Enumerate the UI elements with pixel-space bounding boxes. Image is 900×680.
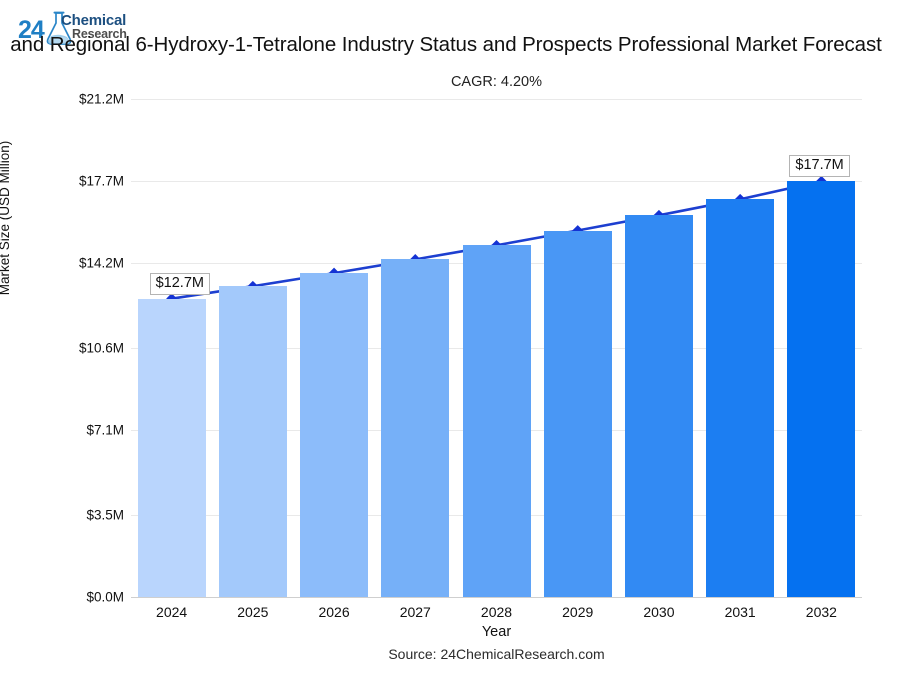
y-tick-label: $0.0M [86, 589, 124, 605]
y-tick-label: $21.2M [78, 91, 124, 107]
logo-word-research: Research [72, 27, 127, 41]
logo-number: 24 [18, 16, 45, 44]
y-tick-label: $17.7M [78, 173, 124, 189]
x-tick-label-2031: 2031 [724, 604, 756, 620]
bar-2029[interactable] [543, 230, 612, 597]
logo-word-chemical: Chemical [61, 12, 127, 29]
gridline [131, 181, 862, 183]
bar-2032[interactable] [787, 181, 856, 597]
x-axis-line [131, 597, 862, 598]
bar-2026[interactable] [300, 273, 369, 597]
gridline [131, 99, 862, 100]
y-tick-label: $3.5M [86, 507, 124, 523]
value-label-2024: $12.7M [149, 272, 210, 295]
x-tick-label-2030: 2030 [643, 604, 675, 620]
bar-2024[interactable] [137, 298, 206, 597]
x-tick-label-2027: 2027 [399, 604, 431, 620]
chart-subtitle-cagr: CAGR: 4.20% [450, 74, 543, 90]
y-tick-label: $14.2M [78, 255, 124, 271]
x-tick-label-2025: 2025 [237, 604, 269, 620]
y-axis-ticks: $0.0M $3.5M $7.1M $10.6M $14.2M $17.7M $21.2M [0, 0, 124, 680]
x-tick-label-2026: 2026 [318, 604, 350, 620]
bar-2030[interactable] [624, 215, 693, 597]
bar-2031[interactable] [706, 199, 775, 597]
brand-logo: 24 Chemical Research [14, 6, 134, 50]
x-tick-label-2024: 2024 [156, 604, 188, 620]
bar-2028[interactable] [462, 245, 531, 597]
chart-title: and Regional 6-Hydroxy-1-Tetralone Indus… [0, 33, 900, 57]
y-tick-label: $7.1M [86, 422, 124, 438]
bar-2025[interactable] [218, 286, 287, 597]
source-note: Source: 24ChemicalResearch.com [388, 646, 605, 662]
x-axis-title: Year [481, 624, 512, 640]
plot-area: $12.7M $17.7M [131, 99, 862, 598]
flask-icon [46, 11, 72, 45]
value-label-2032: $17.7M [789, 155, 850, 178]
x-tick-label-2028: 2028 [480, 604, 513, 620]
bar-2027[interactable] [381, 259, 450, 597]
y-axis-title: Market Size (USD Million) [0, 140, 12, 296]
x-tick-label-2029: 2029 [562, 604, 594, 620]
y-tick-label: $10.6M [78, 340, 124, 356]
x-tick-label-2032: 2032 [805, 604, 837, 620]
chart-title-text: and Regional 6-Hydroxy-1-Tetralone Indus… [10, 33, 882, 56]
